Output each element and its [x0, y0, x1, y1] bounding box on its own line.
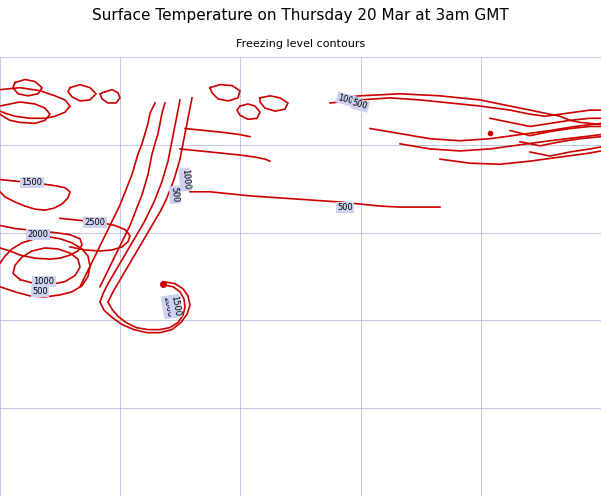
Text: 1500: 1500	[22, 178, 43, 187]
Text: 500: 500	[32, 287, 48, 296]
Text: 2500: 2500	[85, 218, 106, 227]
Text: 2000: 2000	[28, 230, 49, 239]
Text: 1000: 1000	[180, 169, 191, 190]
Text: 1000: 1000	[34, 277, 55, 286]
Text: 500: 500	[337, 202, 353, 212]
Text: Freezing level contours: Freezing level contours	[236, 40, 365, 50]
Text: 2000: 2000	[162, 296, 174, 318]
Text: 1500: 1500	[169, 295, 182, 317]
Text: 1000: 1000	[337, 93, 359, 107]
Text: 500: 500	[170, 186, 180, 203]
Text: 500: 500	[351, 99, 369, 112]
Text: Surface Temperature on Thursday 20 Mar at 3am GMT: Surface Temperature on Thursday 20 Mar a…	[92, 8, 509, 23]
